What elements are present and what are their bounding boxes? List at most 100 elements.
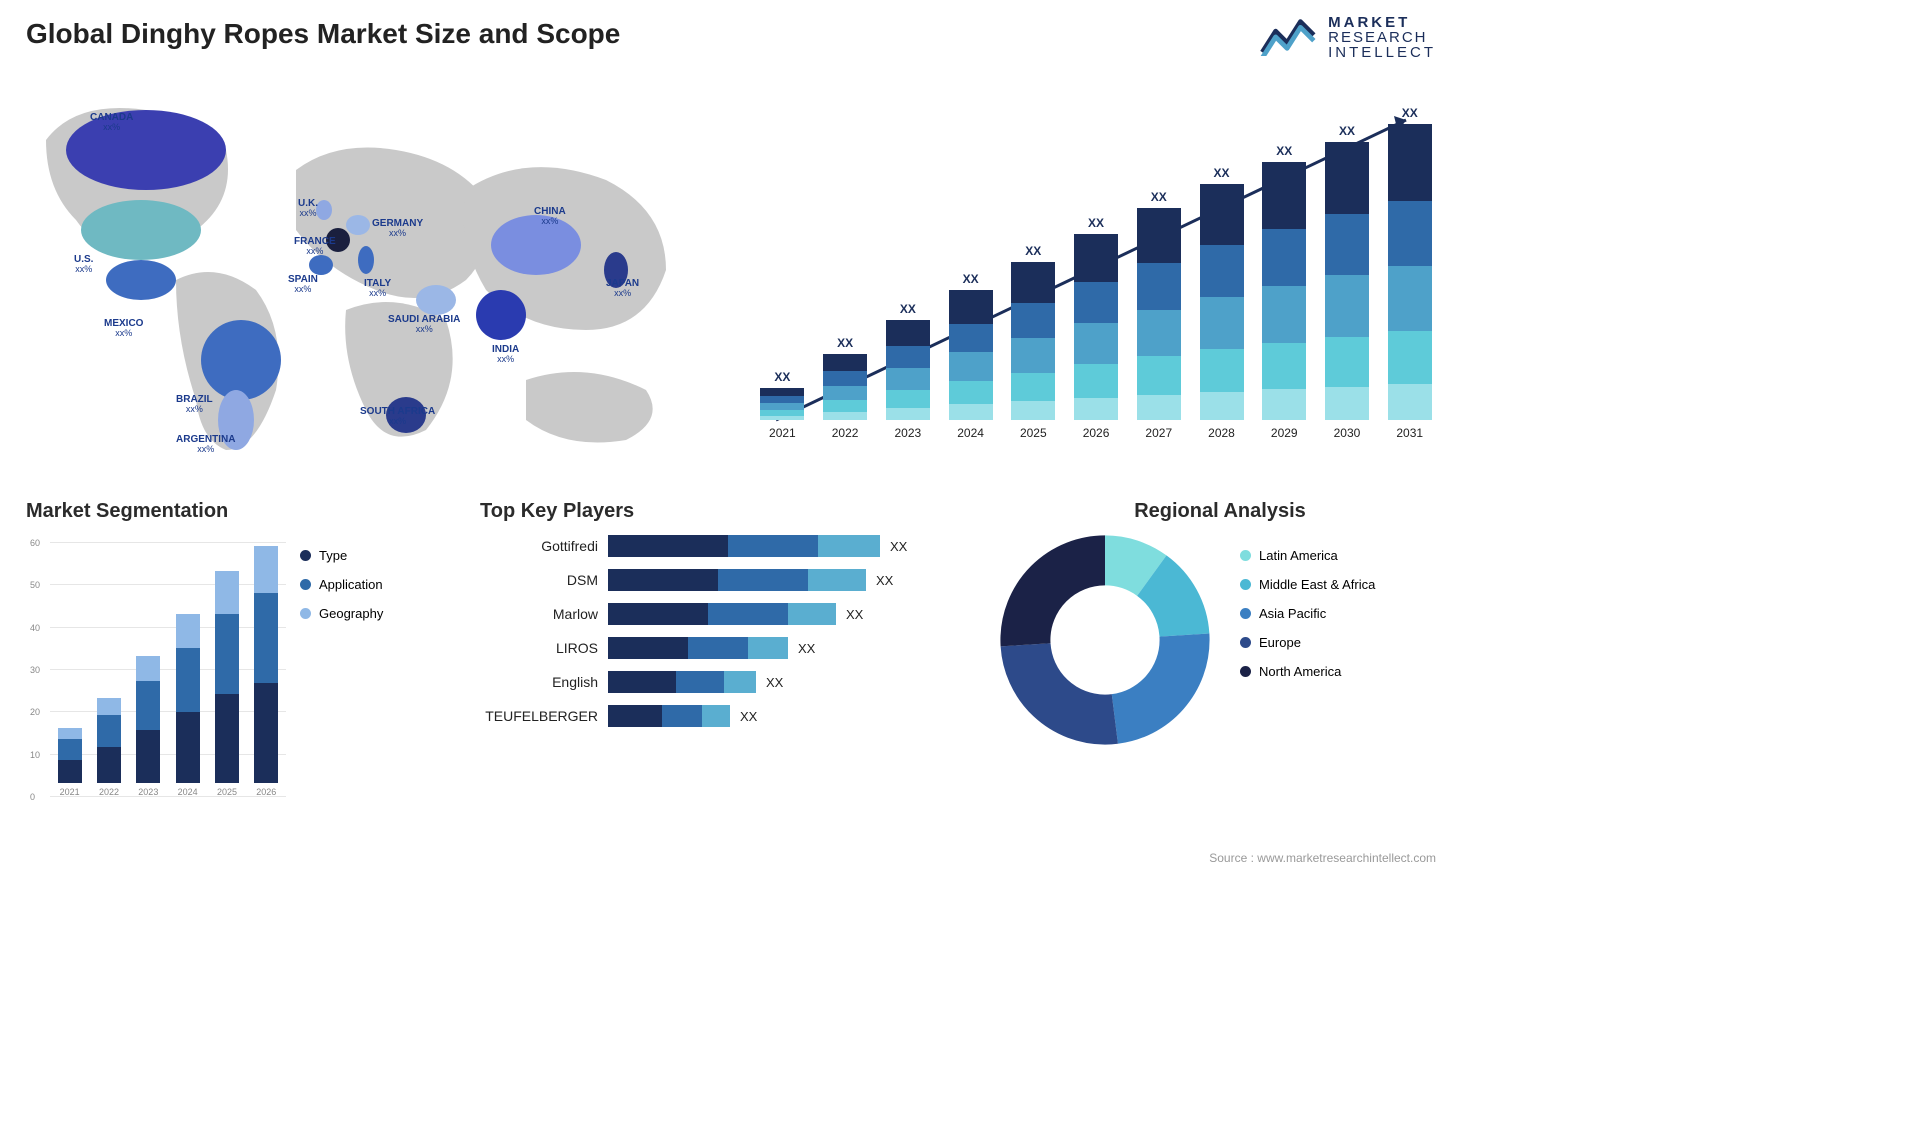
- growth-bar-segment: [886, 390, 930, 408]
- segmentation-bar-column: 2022: [97, 698, 121, 797]
- legend-item: Application: [300, 577, 383, 592]
- key-player-bar-segment: [608, 705, 662, 727]
- growth-bar-value-label: XX: [1151, 190, 1167, 204]
- growth-bar-segment: [886, 368, 930, 390]
- segmentation-bar-segment: [97, 715, 121, 747]
- key-player-bar-segment: [724, 671, 756, 693]
- map-label: SPAINxx%: [288, 274, 318, 295]
- key-player-bar-segment: [676, 671, 724, 693]
- growth-bar-segment: [886, 346, 930, 368]
- segmentation-legend: Type Application Geography: [300, 548, 383, 621]
- growth-bar-year-label: 2027: [1145, 426, 1172, 440]
- segmentation-year-label: 2021: [60, 787, 80, 797]
- key-player-value-label: XX: [766, 675, 783, 690]
- world-map: CANADAxx%U.S.xx%MEXICOxx%BRAZILxx%ARGENT…: [26, 80, 686, 470]
- growth-bar-segment: [949, 290, 993, 324]
- growth-bar-segment: [760, 396, 804, 403]
- world-map-svg: [26, 80, 686, 470]
- growth-bar-year-label: 2028: [1208, 426, 1235, 440]
- growth-bar-segment: [886, 408, 930, 420]
- growth-bar-segment: [1262, 162, 1306, 229]
- segmentation-y-tick: 0: [30, 792, 35, 802]
- key-player-bar-segment: [718, 569, 808, 591]
- legend-item: Europe: [1240, 635, 1375, 650]
- segmentation-bar-segment: [215, 694, 239, 783]
- growth-bar-segment: [823, 400, 867, 412]
- source-credit: Source : www.marketresearchintellect.com: [1209, 851, 1436, 865]
- growth-bar-column: XX 2026: [1070, 216, 1123, 440]
- growth-bar-column: XX 2027: [1132, 190, 1185, 440]
- key-player-value-label: XX: [798, 641, 815, 656]
- legend-dot-icon: [1240, 637, 1251, 648]
- map-label: FRANCExx%: [294, 236, 336, 257]
- segmentation-bar-column: 2024: [176, 614, 200, 797]
- map-region: [416, 285, 456, 315]
- growth-bar-segment: [949, 404, 993, 420]
- growth-bar-segment: [1325, 275, 1369, 336]
- growth-bar-segment: [823, 386, 867, 401]
- segmentation-bar-segment: [254, 546, 278, 593]
- growth-bar-segment: [949, 324, 993, 353]
- growth-bar-segment: [760, 388, 804, 396]
- growth-bar-segment: [1388, 201, 1432, 266]
- key-player-bar-segment: [608, 569, 718, 591]
- key-player-bar-segment: [608, 671, 676, 693]
- key-player-value-label: XX: [740, 709, 757, 724]
- key-player-bar-segment: [808, 569, 866, 591]
- growth-bar-year-label: 2026: [1083, 426, 1110, 440]
- growth-bar-column: XX2028: [1195, 166, 1248, 440]
- logo-text-2: RESEARCH: [1328, 30, 1436, 45]
- key-player-row: GottifrediXX: [480, 535, 960, 557]
- key-player-bar-segment: [818, 535, 880, 557]
- map-label: U.K.xx%: [298, 198, 318, 219]
- legend-item: Type: [300, 548, 383, 563]
- map-region: [476, 290, 526, 340]
- legend-item: Geography: [300, 606, 383, 621]
- key-player-name: LIROS: [480, 640, 608, 656]
- legend-dot-icon: [300, 608, 311, 619]
- key-player-bar-segment: [688, 637, 748, 659]
- growth-bar-segment: [1262, 286, 1306, 343]
- key-player-name: Marlow: [480, 606, 608, 622]
- map-label: SAUDI ARABIAxx%: [388, 314, 460, 335]
- growth-bar-segment: [1388, 266, 1432, 331]
- map-label: ITALYxx%: [364, 278, 391, 299]
- growth-bar-segment: [1325, 337, 1369, 387]
- segmentation-year-label: 2024: [178, 787, 198, 797]
- growth-bar-segment: [760, 416, 804, 420]
- growth-bar-segment: [823, 371, 867, 386]
- growth-bar-segment: [1200, 245, 1244, 297]
- legend-dot-icon: [1240, 608, 1251, 619]
- map-region: [201, 320, 281, 400]
- segmentation-bar-segment: [136, 681, 160, 729]
- growth-bar-segment: [1325, 214, 1369, 275]
- growth-bar-value-label: XX: [1339, 124, 1355, 138]
- growth-bar-segment: [1074, 282, 1118, 323]
- segmentation-bar-segment: [97, 698, 121, 715]
- segmentation-year-label: 2023: [138, 787, 158, 797]
- legend-dot-icon: [1240, 666, 1251, 677]
- map-label: ARGENTINAxx%: [176, 434, 235, 455]
- map-label: MEXICOxx%: [104, 318, 143, 339]
- growth-bar-year-label: 2024: [957, 426, 984, 440]
- growth-bar-segment: [1200, 297, 1244, 349]
- segmentation-bar-segment: [254, 593, 278, 683]
- growth-bar-year-label: 2029: [1271, 426, 1298, 440]
- growth-bar-segment: [1074, 323, 1118, 364]
- page-title: Global Dinghy Ropes Market Size and Scop…: [26, 18, 620, 50]
- growth-bar-value-label: XX: [1088, 216, 1104, 230]
- segmentation-bar-segment: [254, 683, 278, 783]
- segmentation-year-label: 2022: [99, 787, 119, 797]
- segmentation-y-tick: 10: [30, 750, 40, 760]
- growth-bar-value-label: XX: [1402, 106, 1418, 120]
- map-label: BRAZILxx%: [176, 394, 213, 415]
- growth-bar-column: XX2024: [944, 272, 997, 440]
- logo-text-1: MARKET: [1328, 15, 1436, 30]
- map-region: [309, 255, 333, 275]
- growth-bar-value-label: XX: [1276, 144, 1292, 158]
- legend-dot-icon: [1240, 550, 1251, 561]
- regional-legend: Latin AmericaMiddle East & AfricaAsia Pa…: [1240, 548, 1375, 679]
- key-players-section: Top Key Players GottifrediXXDSMXXMarlowX…: [480, 500, 960, 727]
- growth-bar-year-label: 2030: [1334, 426, 1361, 440]
- key-player-value-label: XX: [876, 573, 893, 588]
